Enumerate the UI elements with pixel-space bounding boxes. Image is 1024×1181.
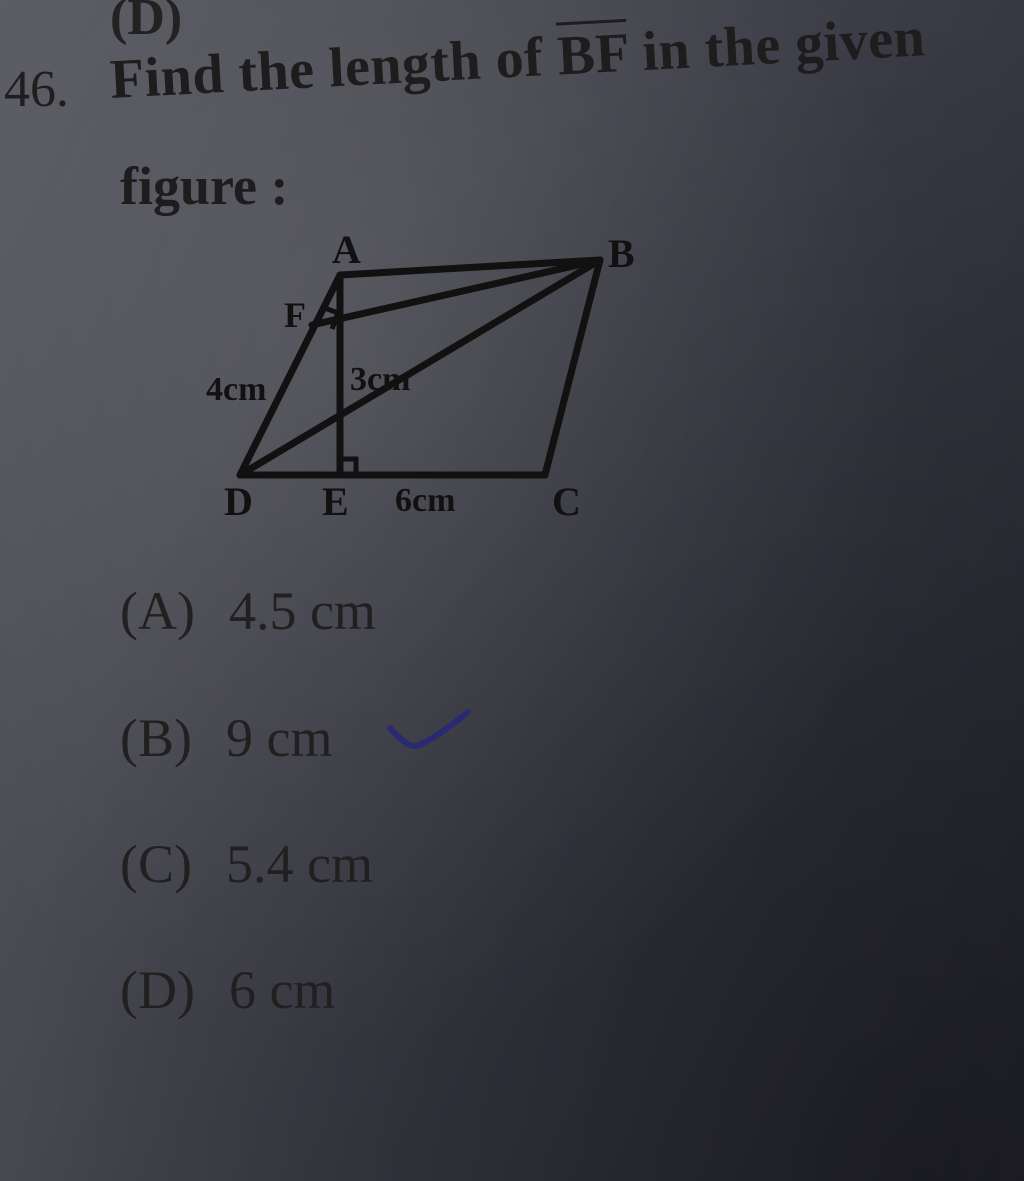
option-A: (A) 4.5 cm <box>120 580 474 642</box>
option-B-text: 9 cm <box>226 707 332 769</box>
label-C: C <box>552 479 581 524</box>
dim-AE: 3cm <box>350 361 410 398</box>
dim-EC: 6cm <box>395 482 455 519</box>
option-D-letter: (D) <box>120 959 195 1021</box>
option-B: (B) 9 cm <box>120 706 474 769</box>
dim-AD: 4cm <box>206 371 266 408</box>
options-list: (A) 4.5 cm (B) 9 cm (C) 5.4 cm (D) 6 cm <box>120 580 474 1085</box>
option-A-letter: (A) <box>120 580 195 642</box>
label-E: E <box>322 479 349 524</box>
question-text-line2: figure : <box>120 155 288 217</box>
option-C: (C) 5.4 cm <box>120 833 474 895</box>
option-C-letter: (C) <box>120 833 192 895</box>
option-B-letter: (B) <box>120 707 192 769</box>
question-text-line1: Find the length of BF in the given <box>108 5 926 112</box>
option-C-text: 5.4 cm <box>226 833 373 895</box>
label-D: D <box>224 479 253 524</box>
prev-option-fragment: (D) <box>110 0 182 47</box>
segment-bf: BF <box>556 22 630 88</box>
label-A: A <box>332 227 361 272</box>
question-number: 46. <box>4 60 69 119</box>
option-A-text: 4.5 cm <box>229 580 376 642</box>
label-B: B <box>608 231 635 276</box>
check-mark-icon <box>384 706 474 769</box>
label-F: F <box>284 295 306 335</box>
option-D: (D) 6 cm <box>120 959 474 1021</box>
question-suffix: in the given <box>626 6 926 83</box>
geometry-figure: A B C D E F 4cm 3cm 6cm <box>200 215 640 525</box>
option-D-text: 6 cm <box>229 959 335 1021</box>
